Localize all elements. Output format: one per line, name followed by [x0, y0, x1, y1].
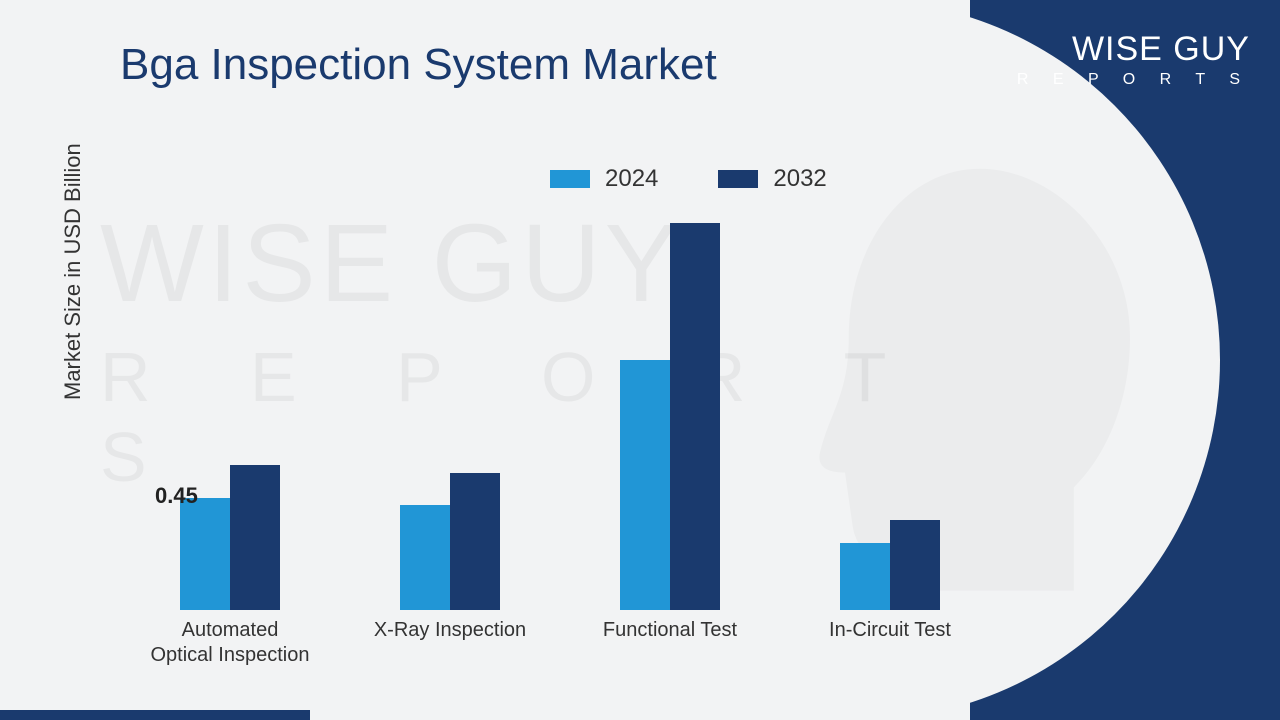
x-tick-label: X-Ray Inspection: [370, 618, 530, 643]
bar: [890, 520, 940, 610]
bar: [450, 473, 500, 611]
x-tick-label: Automated Optical Inspection: [150, 618, 310, 668]
logo-line1: WISE GUY: [1017, 30, 1250, 69]
legend-swatch: [718, 170, 758, 188]
bar-group: [590, 223, 750, 611]
bottom-accent-bar: [0, 710, 310, 720]
bar: [670, 223, 720, 611]
chart-canvas: WISE GUY R E P O R T S WISE GUY R E P O …: [0, 0, 1280, 720]
brand-logo: WISE GUY R E P O R T S: [1017, 30, 1250, 89]
bar: [230, 465, 280, 610]
bar: [840, 543, 890, 611]
plot-area: Automated Optical InspectionX-Ray Inspec…: [120, 210, 940, 610]
bar: [400, 505, 450, 610]
x-tick-label: Functional Test: [590, 618, 750, 643]
y-axis-label: Market Size in USD Billion: [60, 143, 86, 400]
legend-label: 2024: [605, 165, 658, 193]
x-tick-label: In-Circuit Test: [810, 618, 970, 643]
logo-line2: R E P O R T S: [1017, 71, 1250, 89]
bar: [620, 360, 670, 610]
legend-swatch: [550, 170, 590, 188]
chart-title: Bga Inspection System Market: [120, 40, 717, 90]
legend: 2024 2032: [550, 165, 827, 193]
legend-item: 2032: [718, 165, 826, 193]
bar-group: [370, 473, 530, 611]
legend-label: 2032: [773, 165, 826, 193]
legend-item: 2024: [550, 165, 658, 193]
bar-group: [810, 520, 970, 610]
value-label: 0.45: [155, 483, 198, 509]
bar: [180, 498, 230, 611]
